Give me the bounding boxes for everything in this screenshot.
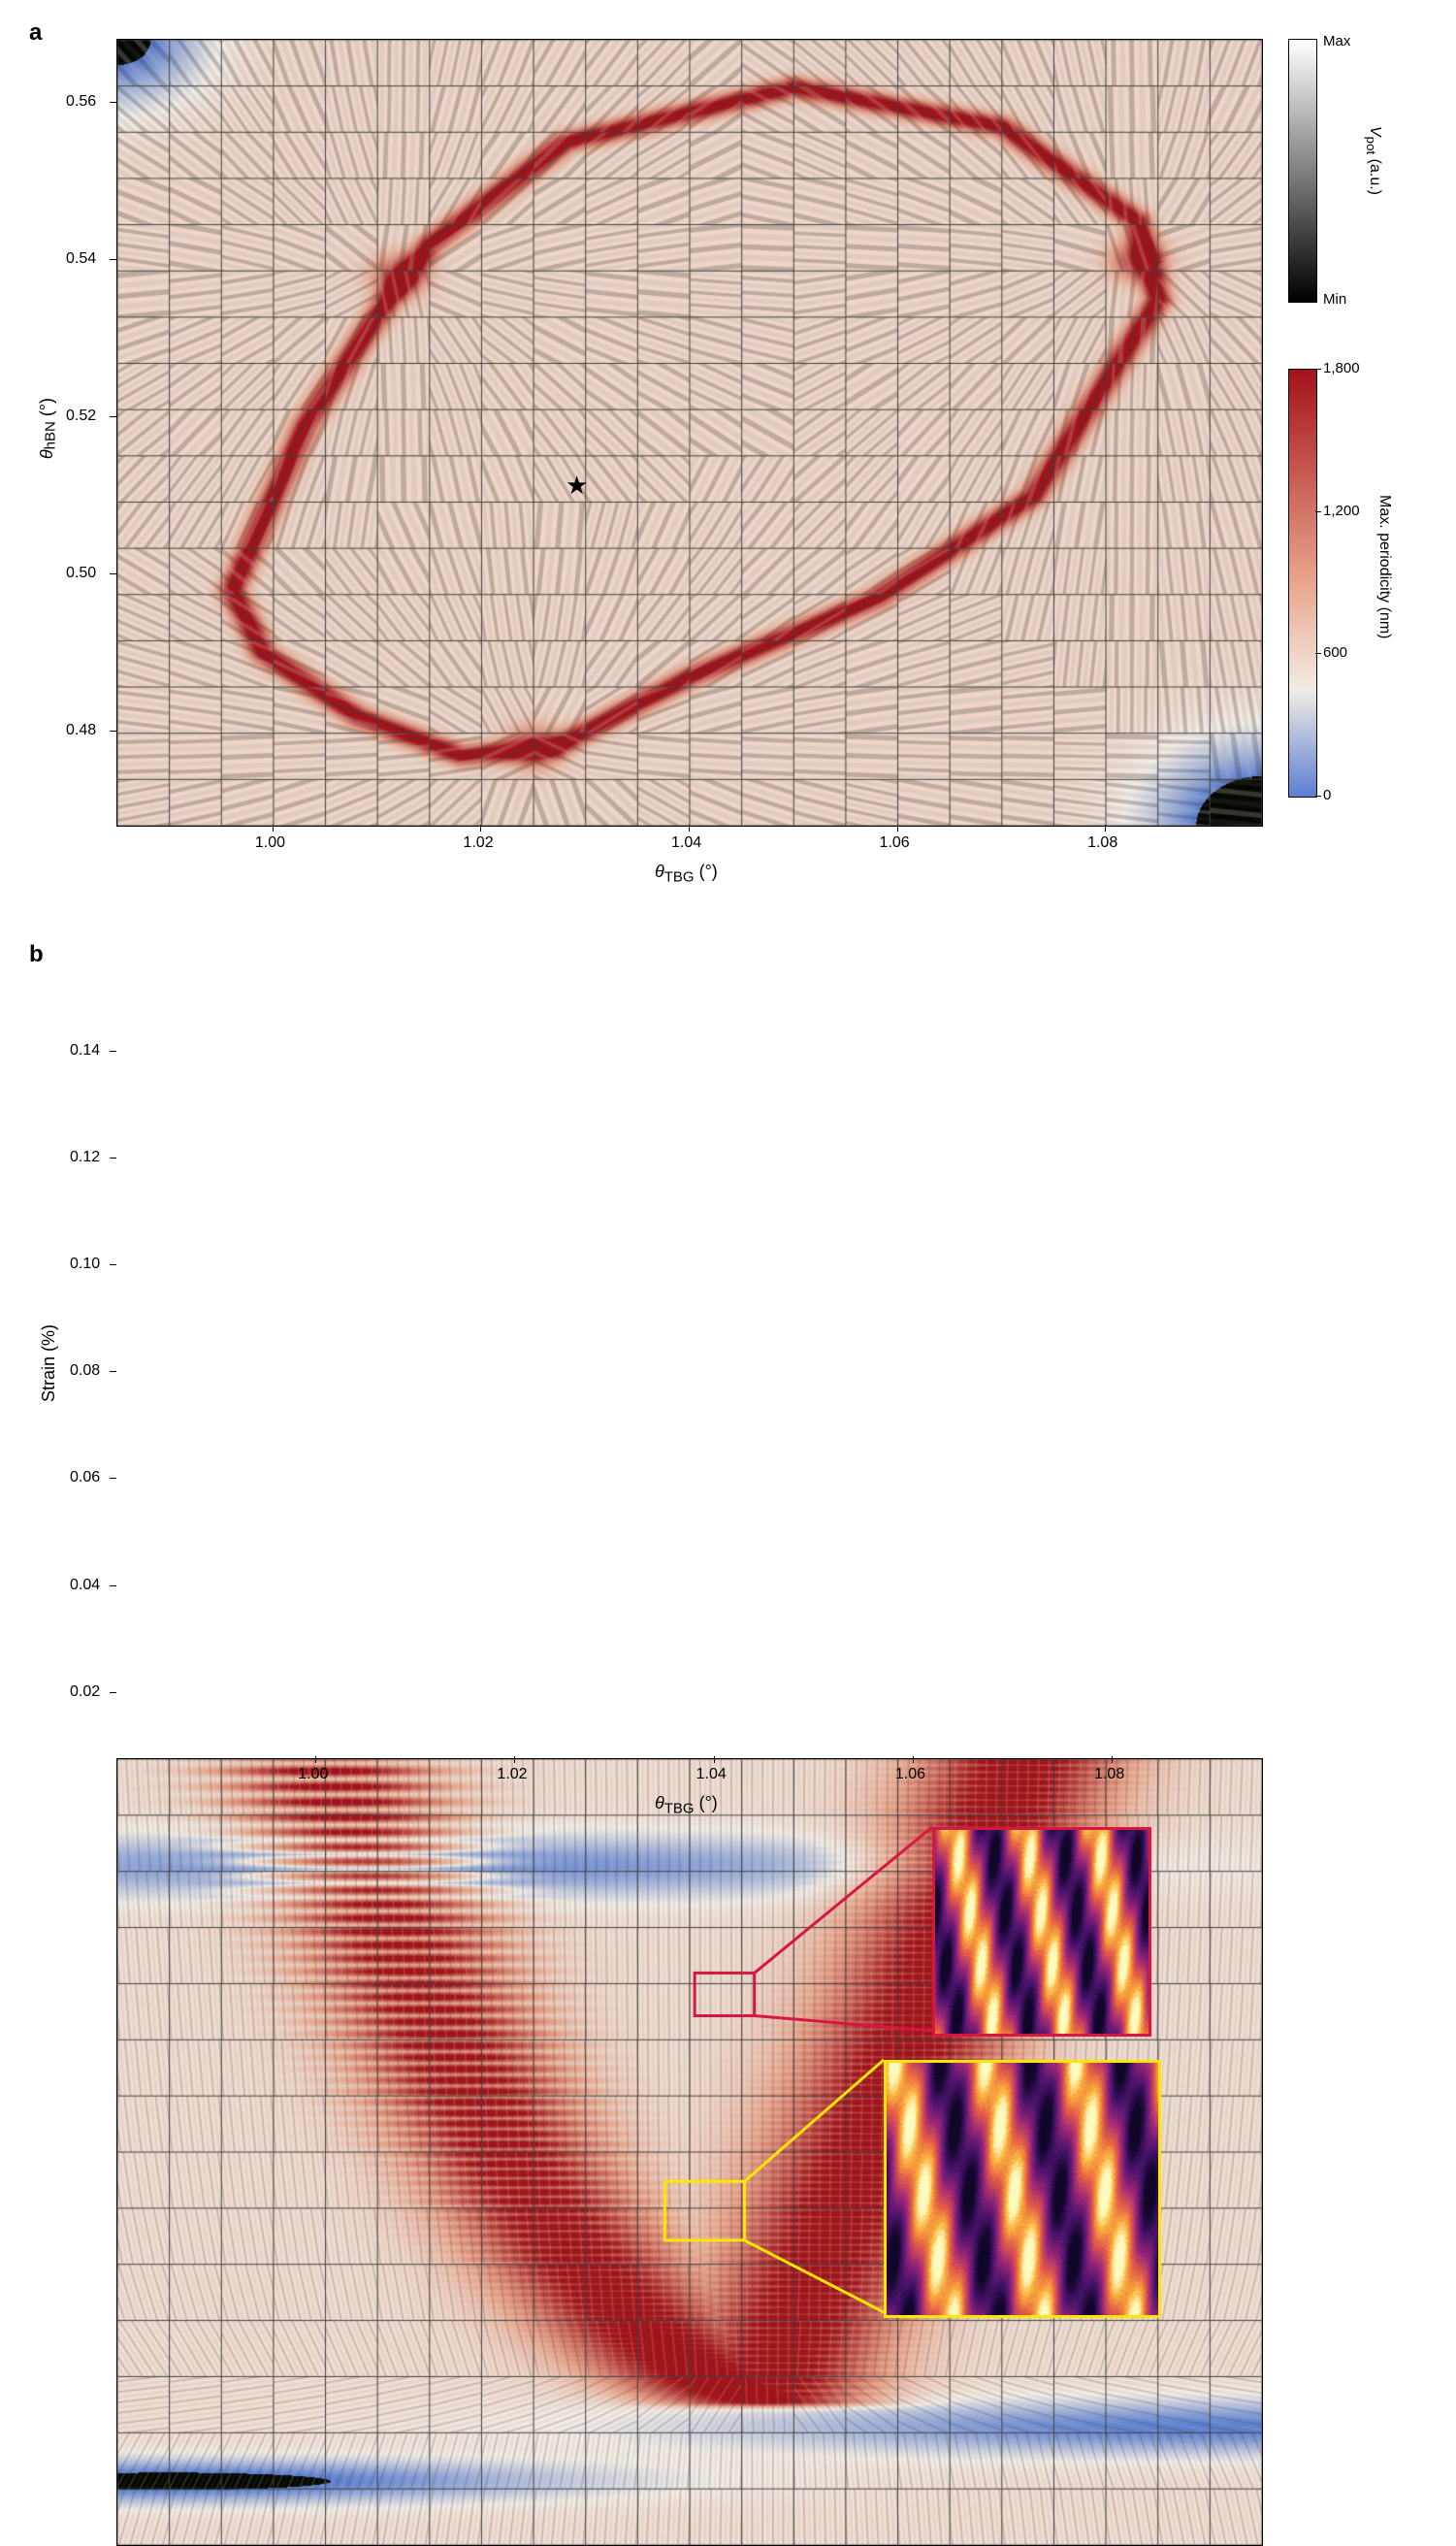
panel-b-ytick: 0.14 [70,1042,100,1060]
panel-b-ytick: 0.06 [70,1469,100,1486]
colorbar-periodicity-tick: 1,800 [1323,360,1360,376]
colorbar-periodicity-tick: 1,200 [1323,503,1360,519]
panel-b-ytick: 0.12 [70,1149,100,1166]
figure-container: a ★ 1.00 1.02 1.04 1.06 1.08 0.48 0.50 0.52 0.54… [19,19,1436,1921]
panel-b-plot [116,1758,1263,2546]
colorbar-periodicity-tick: 0 [1323,787,1331,803]
panel-b-ylabel: Strain (%) [39,1324,59,1402]
colorbar-periodicity [1288,369,1317,798]
panel-a-canvas [117,40,1262,826]
panel-b-xlabel: θTBG (°) [655,1793,718,1817]
panel-b-label: b [29,941,44,968]
panel-a-plot: ★ [116,39,1263,827]
panel-a-ylabel: θhBN (°) [37,398,59,459]
colorbar-vpot [1288,39,1317,303]
inset-connector-yellow [744,2240,884,2312]
panel-b-ytick: 0.04 [70,1577,100,1594]
inset-source-yellow [664,2181,744,2240]
inset-image-red [932,1827,1151,2037]
colorbar-vpot-max: Max [1323,33,1350,49]
panel-a-label: a [29,19,42,47]
panel-a-xtick: 1.02 [463,834,493,852]
panel-a-star-marker: ★ [566,471,588,501]
panel-a-ytick: 0.54 [66,250,96,268]
colorbar-periodicity-label: Max. periodicity (nm) [1375,495,1393,638]
panel-b-xtick: 1.04 [696,1766,727,1783]
panel-a-xtick: 1.00 [255,834,285,852]
panel-a-xtick: 1.08 [1087,834,1117,852]
panel-b-ytick: 0.10 [70,1256,100,1273]
panel-a-ytick: 0.56 [66,93,96,111]
panel-b-xtick: 1.02 [497,1766,527,1783]
panel-a-ytick: 0.48 [66,722,96,739]
panel-a-ytick: 0.52 [66,408,96,425]
colorbar-vpot-label: Vpot (a.u.) [1364,126,1383,195]
panel-a-xtick: 1.06 [880,834,910,852]
inset-connector-red [755,1827,932,1973]
inset-connector-yellow [744,2060,884,2181]
panel-b-xtick: 1.00 [298,1766,328,1783]
colorbar-periodicity-tick: 600 [1323,644,1347,661]
inset-image-yellow [884,2060,1161,2318]
colorbar-vpot-min: Min [1323,291,1346,308]
inset-connector-red [755,2015,932,2031]
panel-b-ytick: 0.08 [70,1362,100,1380]
panel-a-ytick: 0.50 [66,565,96,582]
panel-b-ytick: 0.02 [70,1683,100,1701]
panel-b-xtick: 1.06 [895,1766,925,1783]
inset-source-red [695,1973,755,2015]
panel-a-xlabel: θTBG (°) [655,862,718,886]
panel-a-xtick: 1.04 [671,834,701,852]
panel-b-xtick: 1.08 [1094,1766,1124,1783]
